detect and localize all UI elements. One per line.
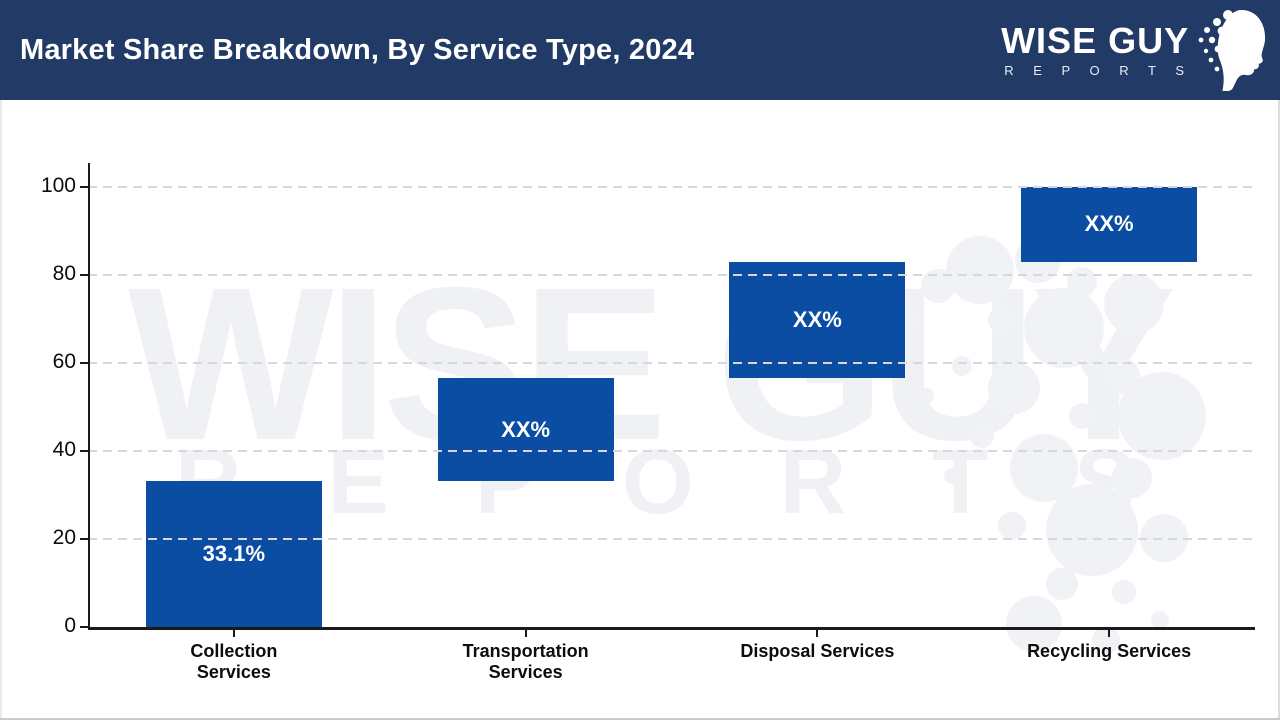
bar-value-label: XX% [1084,211,1134,237]
watermark-wordmark: WISE GUY [128,243,1176,486]
y-tick-label: 0 [64,614,76,637]
y-tick-label: 60 [52,350,76,373]
y-tick-label: 80 [52,262,76,285]
y-tick [80,362,88,364]
x-axis [88,627,1255,630]
y-tick [80,626,88,628]
x-tick [232,629,235,637]
gridline [88,362,1255,364]
gridline [88,274,1255,276]
logo-face-icon [1198,9,1266,91]
bar [437,378,614,482]
brand-logo: WISE GUY R E P O R T S [998,6,1268,94]
bar-value-label: XX% [792,307,842,333]
y-tick [80,450,88,452]
header: Market Share Breakdown, By Service Type,… [0,0,1280,100]
category-label: Recycling Services [989,641,1229,662]
chart-canvas: WISE GUY REPORTS 0 20 40 60 80 100 33.1% Collec… [0,100,1280,718]
category-label: Collection Services [114,641,354,683]
page-title: Market Share Breakdown, By Service Type,… [20,33,695,66]
y-tick [80,186,88,188]
bar [729,261,906,379]
category-label-line: Services [196,662,271,682]
gridline [88,538,1255,540]
category-label-line: Collection [190,641,278,661]
x-tick [524,629,527,637]
y-tick-label: 100 [40,174,76,197]
logo-wordmark: WISE GUY [1001,20,1190,61]
category-label: Transportation Services [406,641,646,683]
gridline [88,450,1255,452]
y-tick-label: 40 [52,438,76,461]
x-tick [816,629,819,637]
category-label: Disposal Services [697,641,937,662]
y-tick-label: 20 [52,526,76,549]
category-label-line: Transportation [462,641,589,661]
y-axis [88,163,90,629]
bar [145,481,322,627]
category-label-line: Recycling Services [1027,641,1192,661]
category-label-line: Services [488,662,563,682]
y-tick [80,538,88,540]
watermark-subtitle: REPORTS [175,431,1222,533]
bar-value-label: XX% [501,416,551,442]
y-tick [80,274,88,276]
gridline [88,186,1255,188]
brand-logo-text: WISE GUY R E P O R T S [998,20,1192,79]
logo-subtitle: R E P O R T S [1004,63,1192,78]
x-tick [1108,629,1111,637]
category-label-line: Disposal Services [740,641,895,661]
bar-value-label: 33.1% [202,541,266,567]
